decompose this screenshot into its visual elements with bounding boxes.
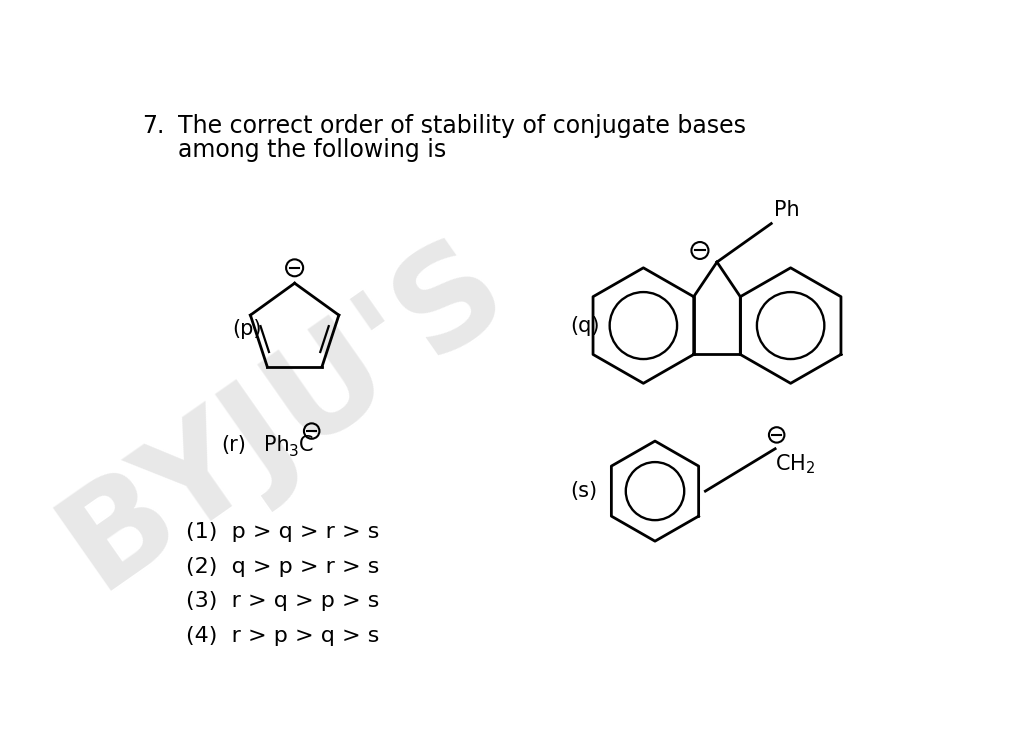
Text: C: C	[299, 435, 313, 455]
Text: (r): (r)	[221, 435, 246, 455]
Text: (1)  p > q > r > s: (1) p > q > r > s	[186, 522, 380, 542]
Text: Ph: Ph	[773, 200, 799, 220]
Text: The correct order of stability of conjugate bases: The correct order of stability of conjug…	[178, 114, 746, 138]
Text: BYJU'S: BYJU'S	[37, 214, 529, 615]
Text: (2)  q > p > r > s: (2) q > p > r > s	[186, 556, 380, 577]
Text: (p): (p)	[232, 320, 262, 339]
Text: (q): (q)	[569, 315, 599, 336]
Text: (3)  r > q > p > s: (3) r > q > p > s	[186, 591, 380, 611]
Text: 3: 3	[289, 445, 298, 460]
Text: among the following is: among the following is	[178, 138, 446, 163]
Text: CH$_2$: CH$_2$	[775, 453, 815, 476]
Text: 7.: 7.	[142, 114, 164, 138]
Text: Ph: Ph	[263, 435, 289, 455]
Text: (4)  r > p > q > s: (4) r > p > q > s	[186, 626, 380, 646]
Text: (s): (s)	[569, 481, 597, 501]
